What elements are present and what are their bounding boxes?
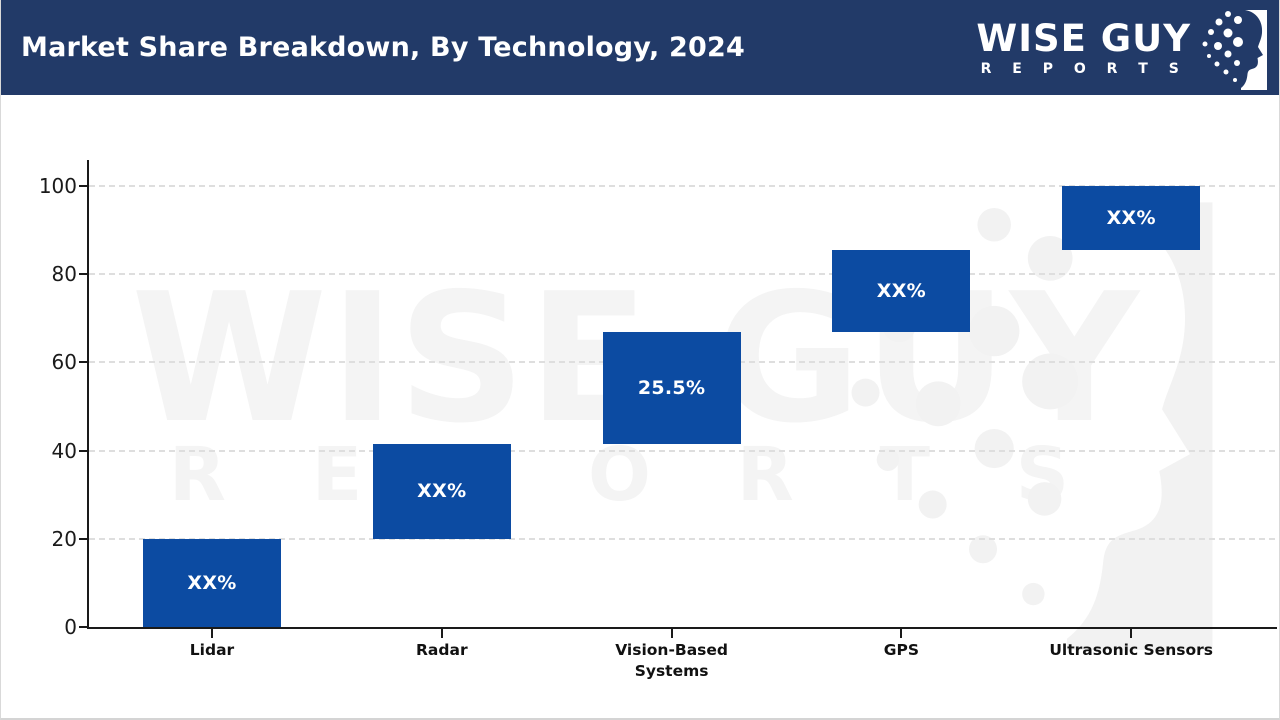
grid-line <box>89 273 1275 276</box>
bar-value-label: 25.5% <box>637 376 706 399</box>
x-category-label: Ultrasonic Sensors <box>1049 641 1214 659</box>
y-tick-label: 100 <box>38 174 77 198</box>
x-category-label: GPS <box>883 641 920 659</box>
x-tick <box>670 629 673 638</box>
y-tick <box>79 626 87 628</box>
y-tick-label: 80 <box>51 262 77 287</box>
logo-subtitle: R E P O R T S <box>980 60 1187 77</box>
wise-guy-reports-logo: WISE GUY R E P O R T S <box>976 6 1267 90</box>
bar: XX% <box>143 538 281 627</box>
logo-wordmark: WISE GUY <box>976 16 1191 60</box>
grid-line <box>89 449 1275 452</box>
x-tick <box>900 629 903 638</box>
x-category-label: Radar <box>416 641 468 659</box>
bar-value-label: XX% <box>187 571 237 594</box>
x-tick <box>440 629 443 638</box>
x-tick <box>1130 629 1133 638</box>
x-axis-spine <box>87 627 1277 629</box>
bar: 25.5% <box>602 331 741 444</box>
y-axis-spine <box>87 160 89 629</box>
grid-line <box>89 185 1275 187</box>
x-category-label: Lidar <box>189 641 235 659</box>
dotted-head-profile-icon <box>1202 9 1267 90</box>
x-tick <box>211 629 213 638</box>
y-tick <box>79 449 87 452</box>
y-tick-label: 20 <box>51 526 77 551</box>
y-tick-label: 40 <box>51 438 77 463</box>
y-tick-label: 0 <box>64 615 77 639</box>
logo-text: WISE GUY R E P O R T S <box>976 20 1191 76</box>
bar: XX% <box>372 443 511 539</box>
header-band: Market Share Breakdown, By Technology, 2… <box>1 0 1279 95</box>
y-tick <box>79 185 87 187</box>
y-tick <box>79 361 87 364</box>
x-category-label: Vision-Based Systems <box>615 641 728 680</box>
bar-value-label: XX% <box>417 480 467 503</box>
y-tick-label: 60 <box>51 350 77 375</box>
y-tick <box>79 537 87 540</box>
grid-line <box>89 537 1275 540</box>
y-tick <box>79 273 87 276</box>
page-title: Market Share Breakdown, By Technology, 2… <box>21 32 746 63</box>
bar-value-label: XX% <box>876 279 927 302</box>
